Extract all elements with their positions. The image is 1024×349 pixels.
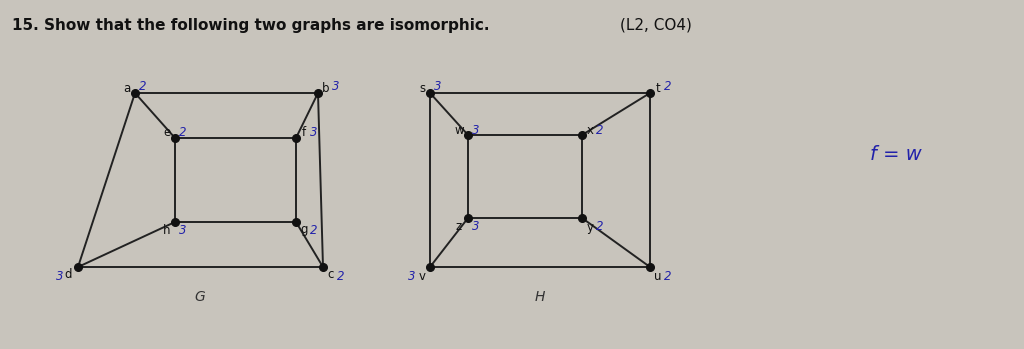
- Text: v: v: [419, 269, 426, 282]
- Text: g: g: [300, 223, 308, 237]
- Text: 3: 3: [310, 126, 317, 140]
- Text: 3: 3: [179, 224, 186, 238]
- Text: b: b: [323, 82, 330, 95]
- Text: f: f: [302, 126, 306, 140]
- Text: s: s: [419, 82, 425, 95]
- Text: 2: 2: [665, 81, 672, 94]
- Text: 2: 2: [596, 124, 604, 136]
- Text: w: w: [455, 124, 464, 136]
- Text: e: e: [164, 126, 171, 140]
- Text: (L2, CO4): (L2, CO4): [620, 18, 692, 33]
- Text: 2: 2: [139, 81, 146, 94]
- Text: a: a: [123, 82, 131, 95]
- Text: 3: 3: [472, 221, 480, 233]
- Text: 3: 3: [434, 81, 441, 94]
- Text: u: u: [654, 269, 662, 282]
- Text: x: x: [587, 124, 594, 136]
- Text: z: z: [456, 221, 462, 233]
- Text: 3: 3: [56, 269, 63, 282]
- Text: 2: 2: [310, 224, 317, 238]
- Text: c: c: [328, 268, 334, 282]
- Text: t: t: [655, 82, 660, 95]
- Text: y: y: [587, 221, 594, 233]
- Text: 2: 2: [179, 126, 186, 140]
- Text: f = w: f = w: [870, 146, 922, 164]
- Text: h: h: [163, 223, 171, 237]
- Text: H: H: [535, 290, 545, 304]
- Text: 3: 3: [472, 124, 480, 136]
- Text: 2: 2: [665, 269, 672, 282]
- Text: 3: 3: [332, 81, 340, 94]
- Text: G: G: [195, 290, 206, 304]
- Text: 2: 2: [596, 221, 604, 233]
- Text: 15. Show that the following two graphs are isomorphic.: 15. Show that the following two graphs a…: [12, 18, 489, 33]
- Text: 3: 3: [409, 269, 416, 282]
- Text: d: d: [65, 268, 72, 282]
- Text: 2: 2: [337, 269, 345, 282]
